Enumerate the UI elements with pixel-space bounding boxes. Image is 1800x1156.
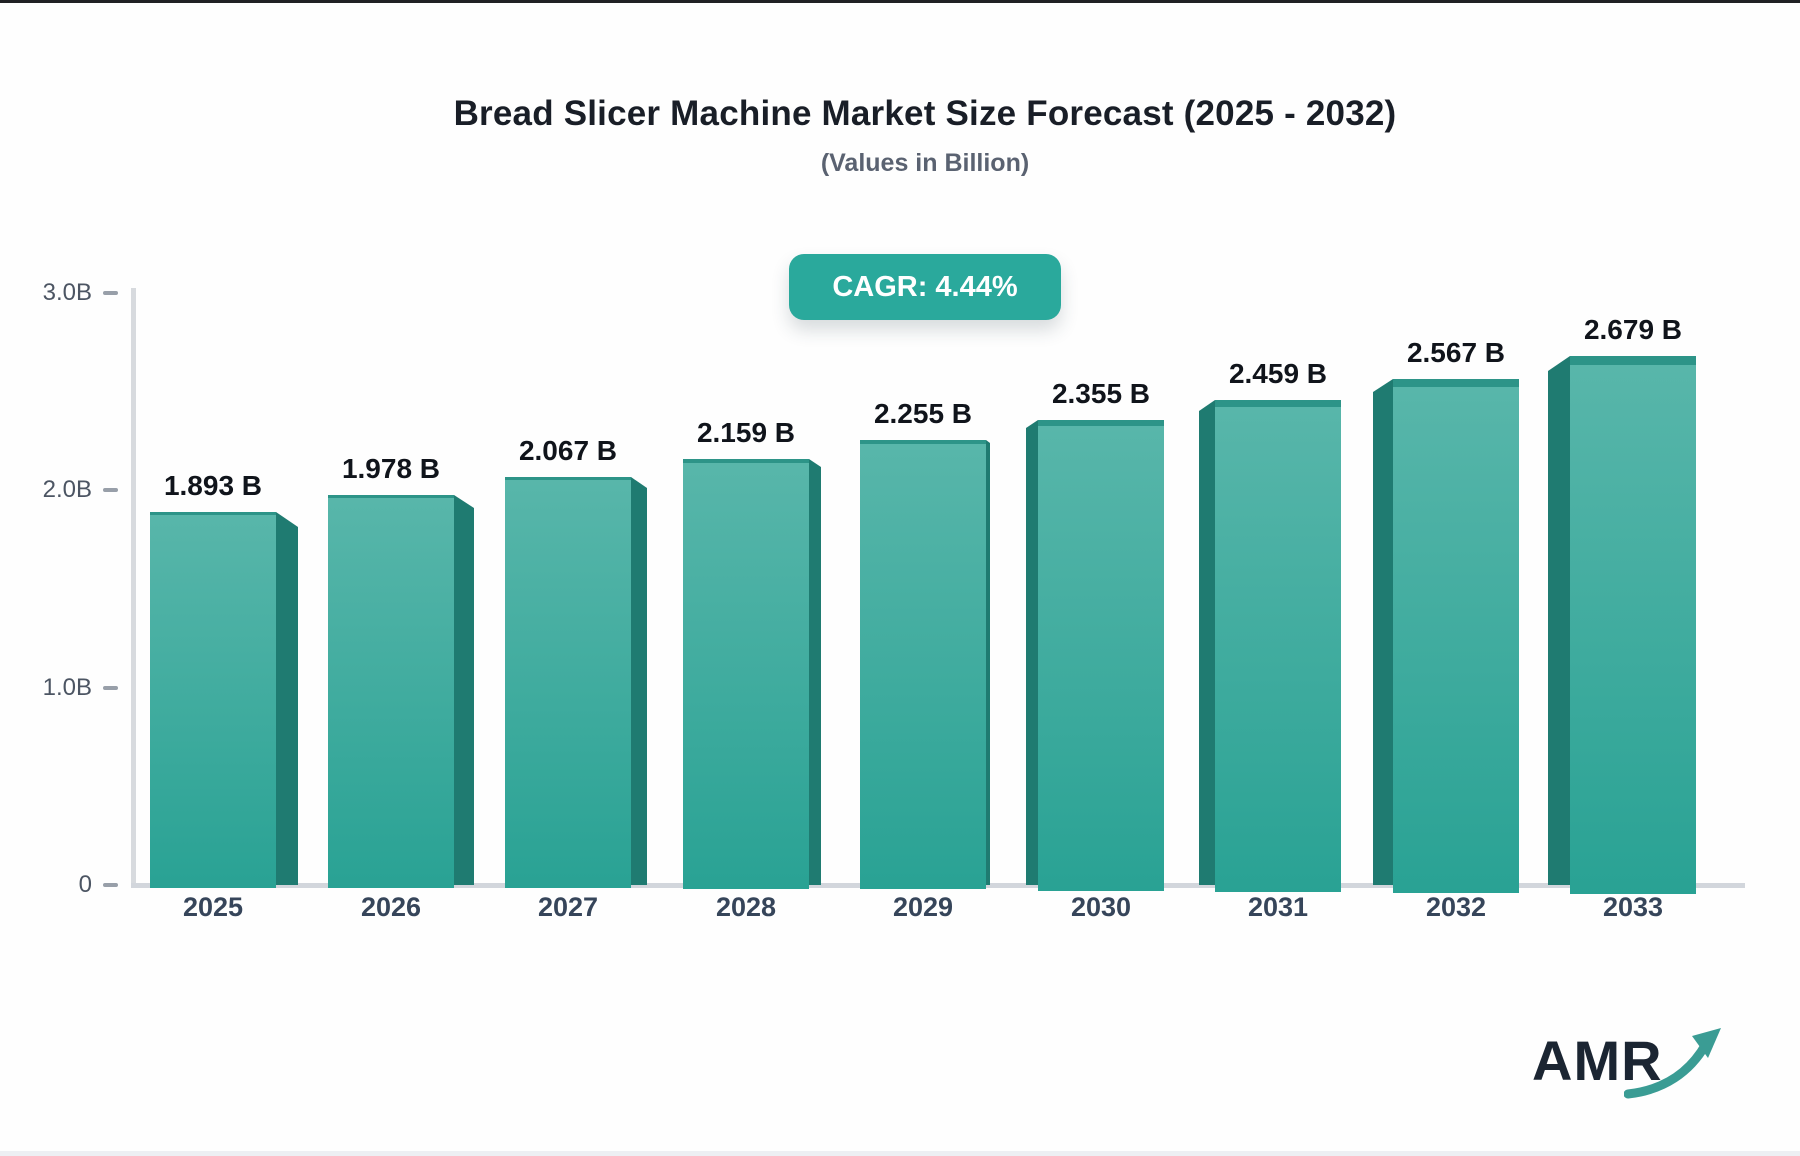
bottom-strip — [0, 1151, 1800, 1156]
bar-2030 — [1038, 420, 1164, 891]
y-tick-mark — [103, 488, 118, 492]
bar-side — [1548, 356, 1570, 885]
y-tick-mark — [103, 291, 118, 295]
bar-2032 — [1393, 379, 1519, 893]
bar-side — [276, 512, 298, 885]
bar-value-label: 2.159 B — [696, 417, 796, 448]
bar-value-label: 2.679 B — [1583, 314, 1683, 345]
bar-2028 — [683, 459, 809, 889]
x-axis-label-2028: 2028 — [715, 892, 777, 922]
bar-side — [631, 477, 647, 885]
bar-2025 — [150, 512, 276, 888]
chart-subtitle: (Values in Billion) — [820, 149, 1030, 177]
x-axis-label-2033: 2033 — [1602, 892, 1664, 922]
bar-side — [1026, 420, 1038, 885]
bar-value-label: 2.355 B — [1051, 378, 1151, 409]
amr-logo: AMR — [1532, 1028, 1722, 1118]
x-axis-label-2029: 2029 — [892, 892, 954, 922]
x-axis-label-2031: 2031 — [1247, 892, 1309, 922]
bar-value-label: 1.893 B — [163, 470, 263, 501]
x-axis-label-2025: 2025 — [182, 892, 244, 922]
chart-title: Bread Slicer Machine Market Size Forecas… — [453, 94, 1397, 133]
bar-side — [1199, 400, 1215, 885]
x-axis-label-2030: 2030 — [1070, 892, 1132, 922]
y-tick-mark — [103, 883, 118, 887]
bar-side — [1373, 379, 1393, 885]
bar-value-label: 2.567 B — [1406, 337, 1506, 368]
bar-2031 — [1215, 400, 1341, 892]
bar-side — [809, 459, 821, 885]
bar-2029 — [860, 440, 986, 889]
y-tick-label: 3.0B — [42, 279, 92, 306]
y-tick-label: 2.0B — [42, 476, 92, 503]
bar-2033 — [1570, 356, 1696, 894]
bar-value-label: 2.459 B — [1228, 358, 1328, 389]
trend-arrow-icon — [1624, 1028, 1721, 1099]
y-tick-mark — [103, 686, 118, 690]
bar-value-label: 2.255 B — [873, 398, 973, 429]
y-tick-label: 1.0B — [42, 674, 92, 701]
x-axis-label-2027: 2027 — [537, 892, 599, 922]
bar-side — [454, 495, 474, 885]
y-axis-line — [131, 288, 136, 887]
top-border — [0, 0, 1800, 3]
bar-side — [986, 440, 990, 885]
bar-value-label: 2.067 B — [518, 435, 618, 466]
bar-2027 — [505, 477, 631, 888]
bar-2026 — [328, 495, 454, 888]
cagr-badge: CAGR: 4.44% — [789, 254, 1061, 320]
amr-logo-text: AMR — [1532, 1029, 1663, 1092]
y-tick-label: 0 — [78, 871, 92, 898]
x-axis-label-2026: 2026 — [360, 892, 422, 922]
bar-value-label: 1.978 B — [341, 453, 441, 484]
x-axis-label-2032: 2032 — [1425, 892, 1487, 922]
